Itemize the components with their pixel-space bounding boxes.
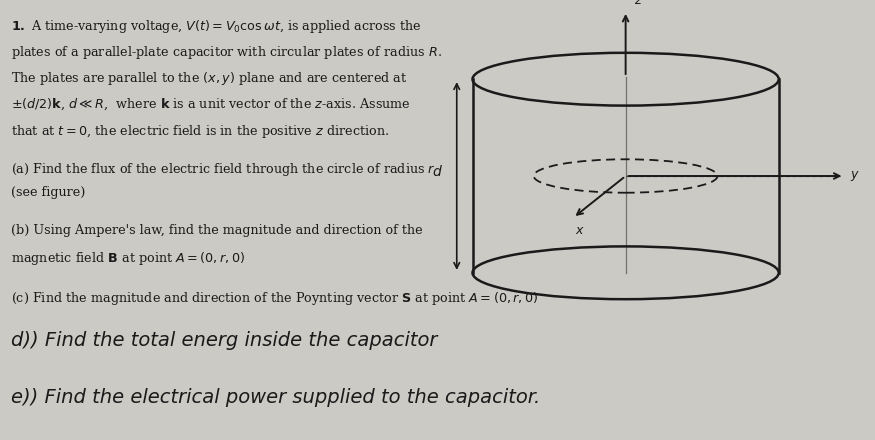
Text: plates of a parallel-plate capacitor with circular plates of radius $R$.: plates of a parallel-plate capacitor wit… — [11, 44, 442, 61]
Text: (b) Using Ampere's law, find the magnitude and direction of the: (b) Using Ampere's law, find the magnitu… — [11, 224, 423, 238]
Text: $x$: $x$ — [575, 224, 585, 237]
Text: $z$: $z$ — [634, 0, 643, 7]
Text: The plates are parallel to the $(x,y)$ plane and are centered at: The plates are parallel to the $(x,y)$ p… — [11, 70, 408, 88]
Text: (c) Find the magnitude and direction of the Poynting vector $\mathbf{S}$ at poin: (c) Find the magnitude and direction of … — [11, 290, 539, 308]
Text: $\pm(d/2)\mathbf{k}$, $d\ll R$,  where $\mathbf{k}$ is a unit vector of the $z$-: $\pm(d/2)\mathbf{k}$, $d\ll R$, where $\… — [11, 97, 411, 112]
Text: (see figure): (see figure) — [11, 186, 86, 199]
Text: $d$: $d$ — [432, 164, 443, 179]
Text: (a) Find the flux of the electric field through the circle of radius $r$: (a) Find the flux of the electric field … — [11, 161, 437, 178]
Text: d)) Find the total energ inside the capacitor: d)) Find the total energ inside the capa… — [11, 331, 438, 350]
Text: $y$: $y$ — [850, 169, 860, 183]
Text: that at $t=0$, the electric field is in the positive $z$ direction.: that at $t=0$, the electric field is in … — [11, 123, 389, 140]
Text: $\mathbf{1.}$ A time-varying voltage, $V(t) = V_0\cos\omega t$, is applied acros: $\mathbf{1.}$ A time-varying voltage, $V… — [11, 18, 422, 35]
Text: magnetic field $\mathbf{B}$ at point $A=(0,r,0)$: magnetic field $\mathbf{B}$ at point $A=… — [11, 250, 246, 267]
Text: e)) Find the electrical power supplied to the capacitor.: e)) Find the electrical power supplied t… — [11, 388, 541, 407]
